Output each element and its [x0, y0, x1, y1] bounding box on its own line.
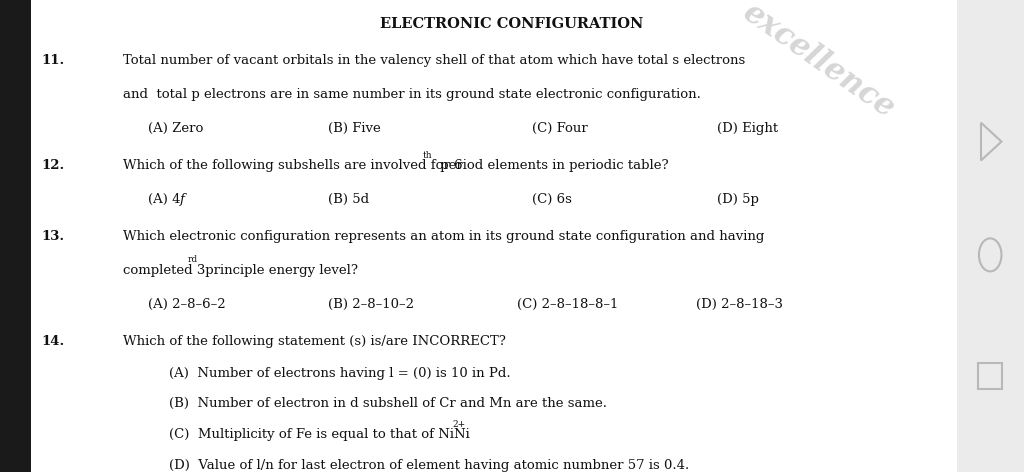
Text: ELECTRONIC CONFIGURATION: ELECTRONIC CONFIGURATION: [380, 17, 644, 31]
Text: (B)  Number of electron in d subshell of Cr and Mn are the same.: (B) Number of electron in d subshell of …: [169, 397, 607, 411]
Text: (B) Five: (B) Five: [328, 122, 381, 135]
Text: (D) Eight: (D) Eight: [717, 122, 778, 135]
Text: (C) 2–8–18–8–1: (C) 2–8–18–8–1: [517, 298, 618, 311]
Bar: [978, 363, 1002, 389]
Bar: [0, 0, 31, 472]
Text: (C)  Multiplicity of Fe is equal to that of NiNi: (C) Multiplicity of Fe is equal to that …: [169, 428, 470, 441]
Bar: [957, 0, 1024, 472]
Text: completed 3: completed 3: [123, 264, 205, 277]
Text: 13.: 13.: [41, 230, 65, 243]
Text: (D) 2–8–18–3: (D) 2–8–18–3: [696, 298, 783, 311]
Text: f: f: [180, 193, 185, 206]
Text: (D)  Value of l/n for last electron of element having atomic numbner 57 is 0.4.: (D) Value of l/n for last electron of el…: [169, 459, 689, 472]
Text: Which of the following subshells are involved for 6: Which of the following subshells are inv…: [123, 159, 463, 172]
Text: 14.: 14.: [41, 335, 65, 348]
Text: principle energy level?: principle energy level?: [201, 264, 358, 277]
Text: period elements in periodic table?: period elements in periodic table?: [436, 159, 669, 172]
Text: excellence: excellence: [737, 0, 901, 125]
Text: (A) 2–8–6–2: (A) 2–8–6–2: [148, 298, 226, 311]
Text: (C) Four: (C) Four: [532, 122, 588, 135]
Text: (A)  Number of electrons having l = (0) is 10 in Pd.: (A) Number of electrons having l = (0) i…: [169, 367, 511, 380]
Text: (C) 6s: (C) 6s: [532, 193, 572, 206]
Text: Which electronic configuration represents an atom in its ground state configurat: Which electronic configuration represent…: [123, 230, 764, 243]
Text: (D) 5p: (D) 5p: [717, 193, 759, 206]
Text: and  total p electrons are in same number in its ground state electronic configu: and total p electrons are in same number…: [123, 88, 700, 101]
Text: Total number of vacant orbitals in the valency shell of that atom which have tot: Total number of vacant orbitals in the v…: [123, 54, 745, 67]
Text: th: th: [423, 151, 433, 160]
Text: 12.: 12.: [41, 159, 65, 172]
Text: (B) 5d: (B) 5d: [328, 193, 369, 206]
Text: 11.: 11.: [41, 54, 65, 67]
Text: Which of the following statement (s) is/are INCORRECT?: Which of the following statement (s) is/…: [123, 335, 506, 348]
Text: 2+: 2+: [453, 420, 466, 429]
Text: (A) 4: (A) 4: [148, 193, 181, 206]
Text: (A) Zero: (A) Zero: [148, 122, 204, 135]
Text: (B) 2–8–10–2: (B) 2–8–10–2: [328, 298, 414, 311]
Text: rd: rd: [187, 255, 198, 264]
